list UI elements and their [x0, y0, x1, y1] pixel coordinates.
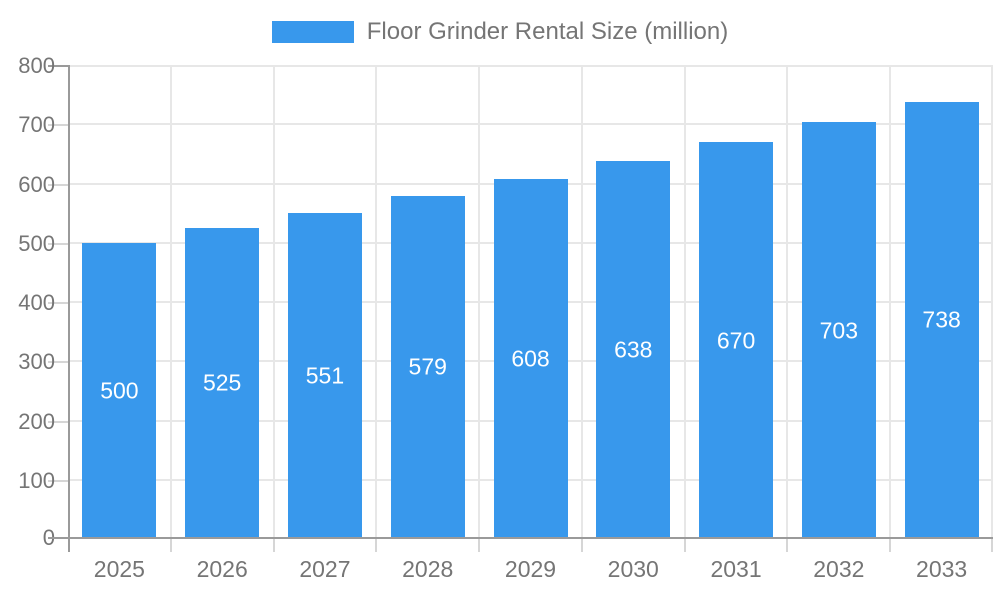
legend: Floor Grinder Rental Size (million): [0, 16, 1000, 48]
gridline-vertical: [272, 65, 275, 539]
x-axis-label: 2026: [196, 556, 248, 582]
bar-value-label: 638: [614, 336, 653, 363]
bar-value-label: 703: [819, 317, 859, 344]
legend-label: Floor Grinder Rental Size (million): [366, 18, 729, 45]
x-axis-tick: [889, 539, 892, 552]
legend-item[interactable]: Floor Grinder Rental Size (million): [271, 18, 729, 46]
plot-area: 0 100 200 300 400 500 600 700 800 500 2025 525 2026 5…: [18, 53, 993, 582]
x-axis-tick: [786, 539, 789, 552]
x-axis-label: 2027: [299, 556, 351, 582]
gridline-vertical: [375, 65, 378, 539]
legend-swatch-icon: [271, 21, 354, 43]
y-axis-label: 800: [18, 53, 55, 78]
gridline-vertical: [889, 65, 892, 539]
x-axis-label: 2029: [504, 556, 557, 582]
x-axis-label: 2031: [710, 556, 762, 582]
x-axis-label: 2025: [93, 556, 145, 582]
bar[interactable]: 551: [287, 212, 362, 539]
x-axis-tick: [683, 539, 686, 552]
bar[interactable]: 608: [493, 178, 568, 539]
y-axis-label: 700: [18, 112, 55, 138]
gridline-vertical: [580, 65, 583, 539]
y-axis-line: [68, 65, 70, 552]
x-axis-label: 2030: [607, 556, 659, 582]
gridline-vertical: [478, 65, 481, 539]
y-axis-tick: [48, 242, 68, 245]
y-axis-tick: [48, 302, 68, 304]
x-axis-tick: [478, 539, 481, 552]
bar-value-label: 525: [202, 369, 242, 396]
x-axis-label: 2033: [916, 556, 968, 582]
bar[interactable]: 738: [904, 101, 979, 539]
bar-value-label: 608: [511, 345, 550, 372]
y-axis-label: 100: [18, 467, 55, 493]
y-axis-tick: [48, 124, 68, 127]
x-axis-tick: [991, 539, 993, 552]
y-axis-label: 200: [18, 408, 55, 434]
bar-value-label: 579: [408, 353, 447, 380]
bar[interactable]: 670: [699, 142, 774, 539]
bar-value-label: 500: [100, 377, 139, 404]
bar-value-label: 551: [305, 362, 345, 389]
bar[interactable]: 638: [596, 161, 671, 539]
gridline-vertical: [991, 65, 993, 539]
y-axis-tick: [48, 479, 68, 482]
bar-value-label: 670: [716, 327, 756, 354]
y-axis-tick: [48, 65, 68, 67]
x-axis-tick: [375, 539, 378, 552]
y-axis-label: 400: [18, 290, 55, 315]
y-axis-label: 500: [18, 230, 55, 256]
y-axis-tick: [48, 361, 68, 364]
bar[interactable]: 500: [82, 242, 157, 539]
x-axis-tick: [580, 539, 583, 552]
x-axis-tick: [169, 539, 172, 552]
gridline-horizontal: [68, 123, 993, 126]
bar[interactable]: 703: [801, 122, 876, 539]
gridline-horizontal: [68, 65, 993, 67]
y-axis-label: 600: [18, 171, 55, 197]
gridline-vertical: [683, 65, 686, 539]
gridline-vertical: [786, 65, 789, 539]
x-axis-line: [48, 537, 993, 539]
bar[interactable]: 525: [185, 227, 260, 539]
bar[interactable]: 579: [390, 195, 465, 539]
gridline-vertical: [169, 65, 172, 539]
y-axis-tick: [48, 420, 68, 423]
x-axis-label: 2028: [402, 556, 454, 582]
x-axis-label: 2032: [813, 556, 865, 582]
y-axis-tick: [48, 183, 68, 186]
bar-value-label: 738: [922, 306, 961, 333]
y-axis-label: 300: [18, 349, 55, 375]
x-axis-tick: [272, 539, 275, 552]
